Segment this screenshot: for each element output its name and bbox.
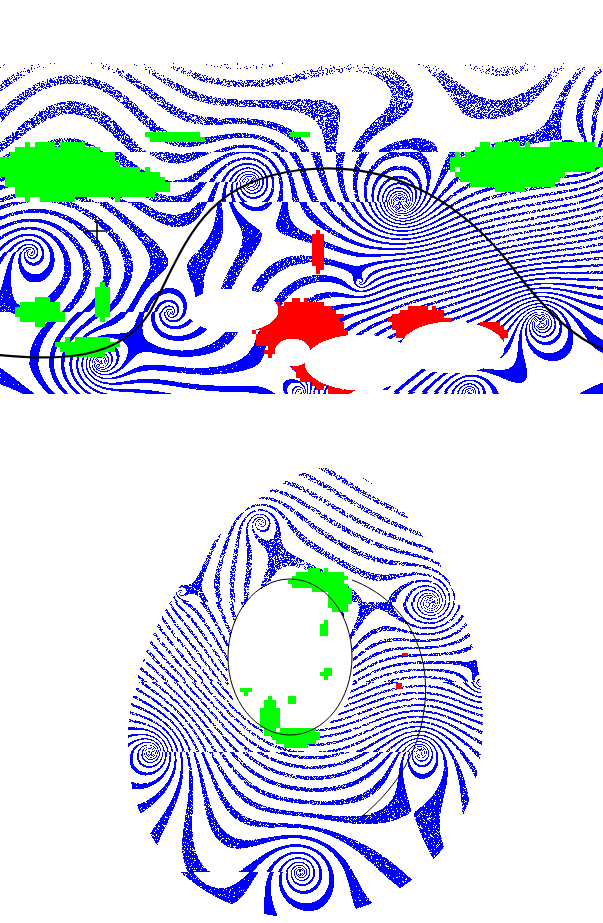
bottom-field-canvas <box>0 452 603 923</box>
top-field-canvas <box>0 62 603 394</box>
top-field-panel <box>0 62 603 394</box>
bottom-field-panel <box>0 452 603 923</box>
